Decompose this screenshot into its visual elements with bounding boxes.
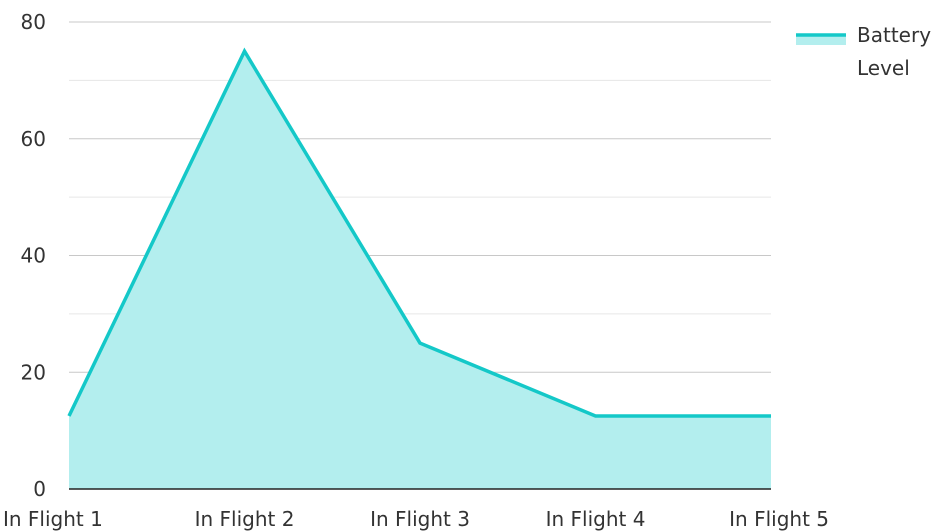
x-tick-label: In Flight 2 bbox=[195, 507, 295, 531]
legend-label-line-1: Battery bbox=[857, 23, 931, 47]
legend-label-line-2: Level bbox=[857, 56, 910, 80]
x-tick-label: In Flight 5 bbox=[729, 507, 829, 531]
x-tick-label: In Flight 1 bbox=[3, 507, 103, 531]
y-axis-ticks: 0 20 40 60 80 bbox=[21, 10, 46, 501]
plot-area bbox=[67, 47, 771, 489]
x-tick-label: In Flight 4 bbox=[546, 507, 646, 531]
x-tick-label: In Flight 3 bbox=[370, 507, 470, 531]
y-tick-label: 40 bbox=[21, 244, 46, 268]
y-tick-label: 20 bbox=[21, 360, 46, 384]
series-line-battery-level bbox=[67, 47, 771, 418]
series-area-battery-level bbox=[69, 51, 771, 489]
legend-swatch-fill bbox=[796, 35, 846, 45]
y-tick-label: 80 bbox=[21, 10, 46, 34]
y-tick-label: 60 bbox=[21, 127, 46, 151]
x-axis-ticks: In Flight 1 In Flight 2 In Flight 3 In Flig… bbox=[3, 507, 829, 531]
legend: Battery Level bbox=[796, 23, 931, 80]
y-tick-label: 0 bbox=[33, 477, 46, 501]
